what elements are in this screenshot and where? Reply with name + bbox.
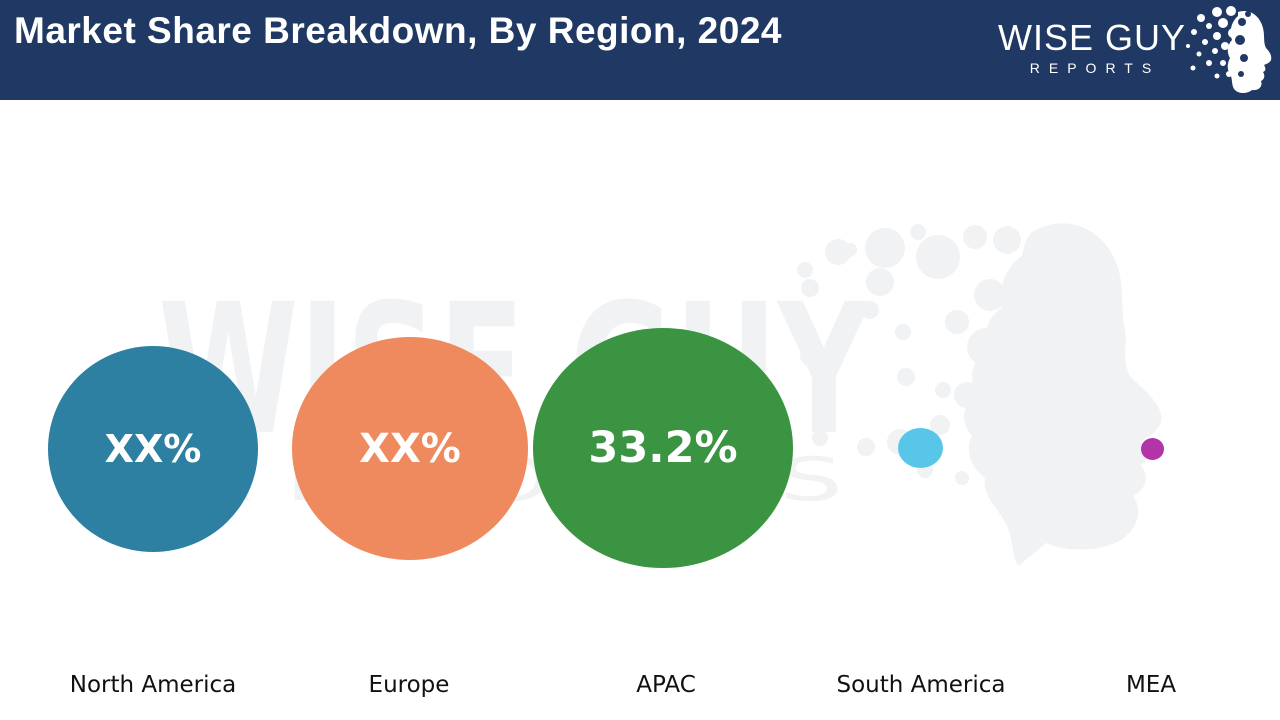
brand-wordmark-block: WISE GUY REPORTS (997, 17, 1186, 77)
page-title: Market Share Breakdown, By Region, 2024 (14, 10, 782, 51)
brand-wordmark: WISE GUY (997, 17, 1186, 58)
brand-subtext: REPORTS (1029, 60, 1161, 76)
bubble-apac: 33.2% (533, 328, 793, 568)
header-bar: Market Share Breakdown, By Region, 2024 … (0, 0, 1280, 100)
head-profile-icon (1227, 10, 1272, 94)
bubble-value-label: 33.2% (588, 423, 738, 473)
bubble-north-america: XX% (48, 346, 258, 552)
brand-logo: WISE GUY REPORTS (998, 6, 1272, 94)
watermark-head-icon (964, 223, 1162, 567)
bubble-value-label: XX% (104, 427, 202, 471)
bubble-chart: WISE GUY R E P O R T S XX% XX% (0, 100, 1280, 720)
category-label-mea: MEA (1125, 672, 1177, 698)
category-label-north-america: North America (69, 672, 237, 698)
brain-dots-icon (1186, 6, 1239, 79)
head-inner-dots-icon (1235, 11, 1251, 77)
category-label-europe: Europe (368, 672, 450, 698)
category-label-apac: APAC (636, 672, 696, 698)
bubble-mea (1141, 438, 1164, 460)
bubble-south-america (898, 428, 943, 468)
bubble-value-label: XX% (359, 425, 461, 472)
bubble-europe: XX% (292, 337, 528, 560)
category-label-south-america: South America (836, 672, 1006, 698)
brand-head-icon (1186, 6, 1272, 94)
